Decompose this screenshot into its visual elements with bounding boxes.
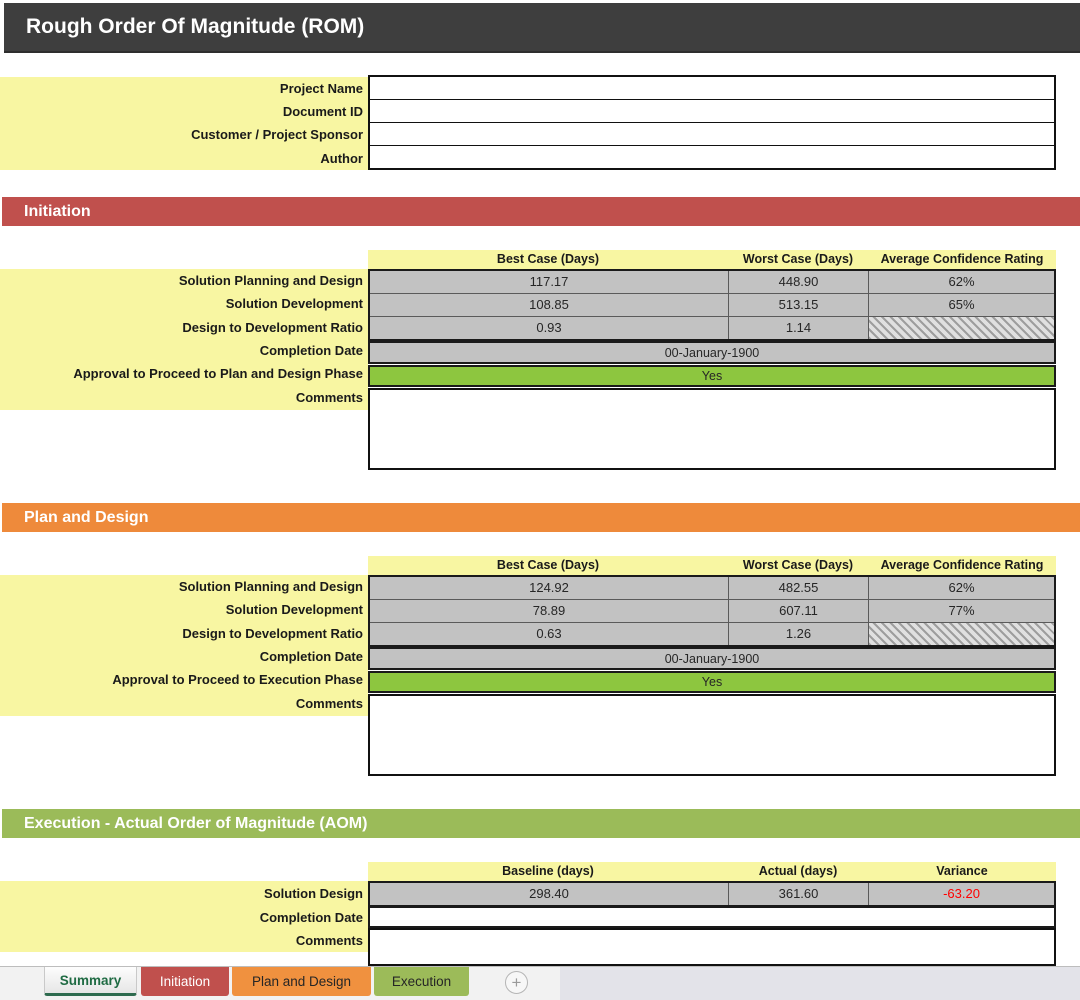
initiation-planning-confidence-cell[interactable]: 62% <box>868 271 1054 293</box>
plan-development-worst-cell[interactable]: 607.11 <box>728 600 868 622</box>
initiation-best-case-header: Best Case (Days) <box>496 252 600 266</box>
plan-development-best-cell[interactable]: 78.89 <box>532 603 566 618</box>
execution-completion-date-cell[interactable] <box>368 906 1056 928</box>
plan-confidence-header: Average Confidence Rating <box>880 558 1044 572</box>
project-name-input[interactable] <box>370 77 1054 100</box>
execution-actual-cell[interactable]: 361.60 <box>728 883 868 905</box>
table-row: 78.89 607.11 77% <box>370 599 1054 622</box>
plan-completion-date-cell[interactable]: 00-January-1900 <box>368 647 1056 670</box>
initiation-row-label: Design to Development Ratio <box>182 319 363 335</box>
execution-variance-cell[interactable]: -63.20 <box>868 883 1054 905</box>
author-input[interactable] <box>370 146 1054 168</box>
initiation-row-label: Solution Planning and Design <box>178 273 363 288</box>
table-row: 0.93 1.14 <box>370 316 1054 339</box>
plan-worst-case-header: Worst Case (Days) <box>742 558 854 572</box>
initiation-data-table: 117.17 448.90 62% 108.85 513.15 65% 0.93… <box>368 269 1056 341</box>
initiation-section-header: Initiation <box>2 197 1080 226</box>
project-name-label: Project Name <box>279 81 363 96</box>
execution-data-table: 298.40 361.60 -63.20 <box>368 881 1056 907</box>
initiation-planning-best-cell[interactable]: 117.17 <box>529 274 569 289</box>
sheet-tab-strip-right <box>560 967 1080 1000</box>
plan-planning-best-cell[interactable]: 124.92 <box>529 580 569 595</box>
plan-column-headers: Best Case (Days) Worst Case (Days) Avera… <box>368 556 1056 575</box>
plan-row-label: Design to Development Ratio <box>182 625 363 641</box>
execution-row-label: Solution Design <box>264 886 363 901</box>
execution-section-header: Execution - Actual Order of Magnitude (A… <box>2 809 1080 838</box>
plan-ratio-hatched-cell <box>868 623 1054 645</box>
initiation-completion-date-cell[interactable]: 00-January-1900 <box>368 341 1056 364</box>
customer-sponsor-label: Customer / Project Sponsor <box>191 127 363 142</box>
initiation-ratio-hatched-cell <box>868 317 1054 339</box>
initiation-ratio-best-cell[interactable]: 0.93 <box>536 320 562 335</box>
plan-approval-cell[interactable]: Yes <box>368 671 1056 693</box>
execution-label-block: Solution Design Completion Date Comments <box>0 881 368 952</box>
initiation-row-label: Solution Development <box>225 296 363 311</box>
plan-best-case-header: Best Case (Days) <box>496 558 600 572</box>
table-row: 0.63 1.26 <box>370 622 1054 645</box>
initiation-approval-cell[interactable]: Yes <box>368 365 1056 387</box>
plan-row-label: Solution Development <box>225 602 363 617</box>
execution-variance-header: Variance <box>936 864 988 878</box>
table-row: 108.85 513.15 65% <box>370 293 1054 316</box>
tab-execution[interactable]: Execution <box>374 967 469 996</box>
initiation-development-confidence-cell[interactable]: 65% <box>868 294 1054 316</box>
initiation-confidence-header: Average Confidence Rating <box>880 252 1044 266</box>
project-info-label-block: Project Name Document ID Customer / Proj… <box>0 77 368 170</box>
plan-row-label: Solution Planning and Design <box>178 579 363 594</box>
initiation-planning-worst-cell[interactable]: 448.90 <box>728 271 868 293</box>
table-row: 124.92 482.55 62% <box>370 577 1054 599</box>
tab-summary[interactable]: Summary <box>44 967 137 996</box>
document-id-label: Document ID <box>282 104 363 119</box>
page-title: Rough Order Of Magnitude (ROM) <box>4 3 1080 53</box>
initiation-comments-box[interactable] <box>368 388 1056 470</box>
author-label: Author <box>320 150 363 166</box>
execution-actual-header: Actual (days) <box>758 864 838 878</box>
initiation-label-block: Solution Planning and Design Solution De… <box>0 269 368 410</box>
add-sheet-icon[interactable]: + <box>505 971 528 994</box>
tab-initiation[interactable]: Initiation <box>141 967 229 996</box>
plan-comments-label: Comments <box>295 696 363 711</box>
plan-label-block: Solution Planning and Design Solution De… <box>0 575 368 716</box>
plan-data-table: 124.92 482.55 62% 78.89 607.11 77% 0.63 … <box>368 575 1056 647</box>
table-row: 117.17 448.90 62% <box>370 271 1054 293</box>
plan-completion-label: Completion Date <box>259 649 363 664</box>
initiation-approval-label: Approval to Proceed to Plan and Design P… <box>73 366 363 381</box>
plan-development-confidence-cell[interactable]: 77% <box>868 600 1054 622</box>
initiation-column-headers: Best Case (Days) Worst Case (Days) Avera… <box>368 250 1056 269</box>
plan-planning-confidence-cell[interactable]: 62% <box>868 577 1054 599</box>
initiation-development-best-cell[interactable]: 108.85 <box>529 297 569 312</box>
project-info-inputs <box>368 75 1056 170</box>
plan-planning-worst-cell[interactable]: 482.55 <box>728 577 868 599</box>
execution-baseline-cell[interactable]: 298.40 <box>529 886 569 901</box>
initiation-comments-label: Comments <box>295 390 363 405</box>
execution-completion-label: Completion Date <box>259 910 363 925</box>
execution-comments-label: Comments <box>295 933 363 948</box>
execution-baseline-header: Baseline (days) <box>502 864 594 878</box>
initiation-development-worst-cell[interactable]: 513.15 <box>728 294 868 316</box>
table-row: 298.40 361.60 -63.20 <box>370 883 1054 905</box>
execution-column-headers: Baseline (days) Actual (days) Variance <box>368 862 1056 881</box>
initiation-completion-label: Completion Date <box>259 343 363 358</box>
plan-approval-label: Approval to Proceed to Execution Phase <box>112 672 363 687</box>
initiation-worst-case-header: Worst Case (Days) <box>742 252 854 266</box>
document-id-input[interactable] <box>370 100 1054 123</box>
customer-sponsor-input[interactable] <box>370 123 1054 146</box>
plan-ratio-best-cell[interactable]: 0.63 <box>536 626 562 641</box>
tab-plan-and-design[interactable]: Plan and Design <box>232 967 371 996</box>
plan-section-header: Plan and Design <box>2 503 1080 532</box>
execution-comments-box[interactable] <box>368 928 1056 966</box>
initiation-ratio-worst-cell[interactable]: 1.14 <box>728 317 868 339</box>
plan-ratio-worst-cell[interactable]: 1.26 <box>728 623 868 645</box>
plan-comments-box[interactable] <box>368 694 1056 776</box>
